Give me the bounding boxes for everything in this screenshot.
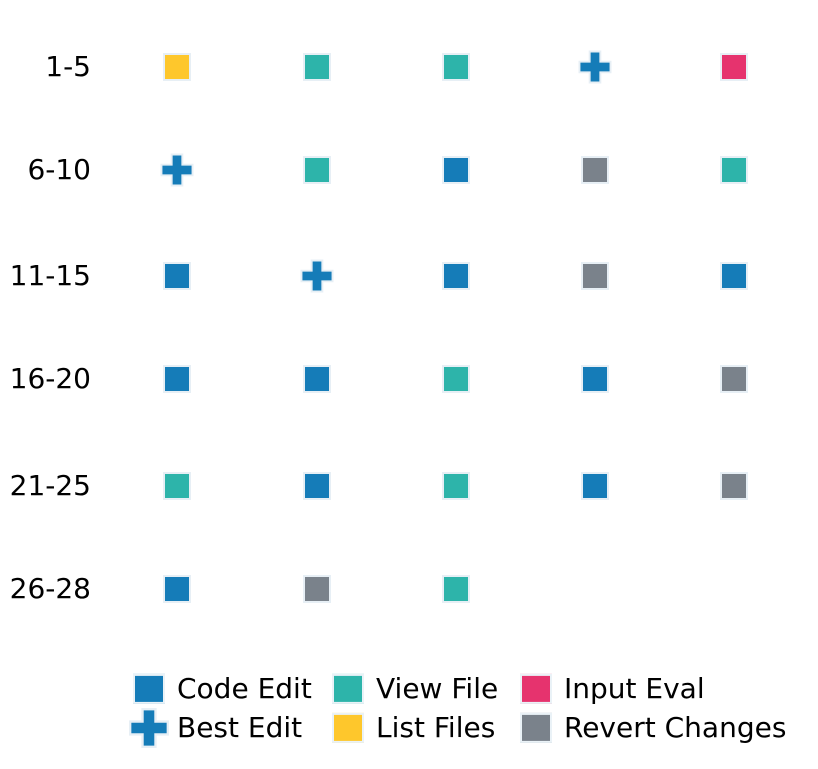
legend-label-revert-changes: Revert Changes [564, 710, 787, 744]
marker-code-edit [581, 365, 609, 393]
legend-swatch-code-edit [133, 674, 165, 704]
marker-code-edit [442, 262, 470, 290]
legend-swatch-view-file [332, 674, 364, 704]
row-label-16-20: 16-20 [9, 361, 91, 395]
marker-best-edit [300, 259, 334, 293]
legend-swatch-best-edit [129, 708, 169, 748]
marker-code-edit [303, 365, 331, 393]
legend-item-best-edit: Best Edit [129, 708, 303, 748]
marker-code-edit [442, 156, 470, 184]
marker-view-file [442, 575, 470, 603]
row-label-21-25: 21-25 [9, 468, 91, 502]
marker-view-file [303, 53, 331, 81]
row-label-26-28: 26-28 [9, 571, 91, 605]
marker-view-file [442, 53, 470, 81]
marker-code-edit [163, 365, 191, 393]
legend-item-list-files: List Files [332, 710, 496, 744]
legend-swatch-list-files [332, 713, 364, 743]
row-label-11-15: 11-15 [9, 258, 91, 292]
legend-swatch-revert-changes [520, 713, 552, 743]
legend-label-list-files: List Files [376, 710, 496, 744]
legend-label-best-edit: Best Edit [177, 710, 303, 744]
marker-code-edit [303, 472, 331, 500]
legend-label-view-file: View File [376, 671, 499, 705]
marker-revert-changes [303, 575, 331, 603]
row-label-6-10: 6-10 [27, 152, 91, 186]
marker-revert-changes [581, 156, 609, 184]
marker-revert-changes [581, 262, 609, 290]
marker-best-edit [160, 153, 194, 187]
marker-code-edit [720, 262, 748, 290]
legend-item-view-file: View File [332, 671, 499, 705]
legend-swatch-input-eval [520, 674, 552, 704]
marker-list-files [163, 53, 191, 81]
marker-revert-changes [720, 365, 748, 393]
marker-view-file [442, 472, 470, 500]
marker-code-edit [163, 575, 191, 603]
marker-input-eval [720, 53, 748, 81]
marker-code-edit [163, 262, 191, 290]
legend-label-input-eval: Input Eval [564, 671, 705, 705]
marker-revert-changes [720, 472, 748, 500]
legend-label-code-edit: Code Edit [177, 671, 312, 705]
marker-view-file [720, 156, 748, 184]
marker-view-file [442, 365, 470, 393]
legend-item-input-eval: Input Eval [520, 671, 705, 705]
marker-code-edit [581, 472, 609, 500]
legend-item-code-edit: Code Edit [133, 671, 312, 705]
legend-item-revert-changes: Revert Changes [520, 710, 787, 744]
marker-view-file [163, 472, 191, 500]
row-label-1-5: 1-5 [45, 49, 91, 83]
marker-best-edit [578, 50, 612, 84]
marker-view-file [303, 156, 331, 184]
